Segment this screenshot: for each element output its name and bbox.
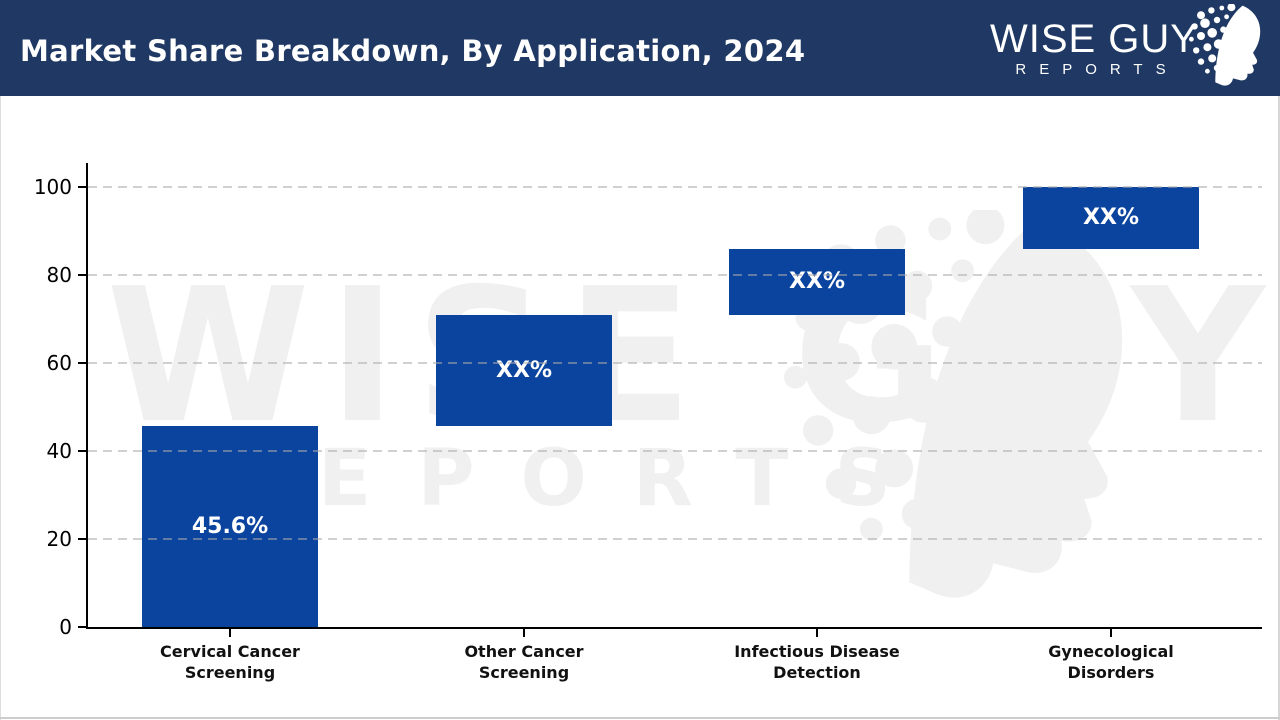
bar-value-label: 45.6% xyxy=(191,514,269,540)
y-axis-tick xyxy=(78,362,87,364)
category-label: Gynecological Disorders xyxy=(971,641,1251,683)
category-label-line: Screening xyxy=(184,663,276,682)
y-tick-label: 60 xyxy=(46,351,72,375)
y-axis-tick xyxy=(78,274,87,276)
header: Market Share Breakdown, By Application, … xyxy=(0,0,1280,96)
bar-segment: XX% xyxy=(436,314,612,427)
gridline xyxy=(88,186,1262,188)
watermark-line1: WISE GUY xyxy=(106,248,1280,464)
x-axis-tick xyxy=(523,629,525,637)
category-label-line: Infectious Disease xyxy=(734,642,900,661)
gridline xyxy=(88,274,1262,276)
y-tick-label: 20 xyxy=(46,527,72,551)
wise-guy-logo: WISE GUY REPORTS xyxy=(990,2,1266,94)
x-axis-tick xyxy=(229,629,231,637)
bar-segment: XX% xyxy=(729,248,905,315)
category-label-line: Screening xyxy=(478,663,570,682)
page-title: Market Share Breakdown, By Application, … xyxy=(20,34,806,68)
y-axis-tick xyxy=(78,538,87,540)
right-frame-border xyxy=(1278,96,1280,720)
y-axis-tick xyxy=(78,450,87,452)
logo-reports-text: REPORTS xyxy=(1015,60,1179,78)
left-frame-border xyxy=(0,96,1,720)
logo-wordmark: WISE GUY REPORTS xyxy=(990,19,1198,78)
y-tick-label: 40 xyxy=(46,439,72,463)
y-axis-tick xyxy=(78,626,87,628)
category-label-line: Cervical Cancer xyxy=(160,642,300,661)
chart-canvas: WISE GUY REPORTS 45.6% XX% XX% XX% 0 20 40 60 80… xyxy=(0,96,1280,720)
logo-name-text: WISE GUY xyxy=(989,16,1198,61)
category-label-line: Gynecological xyxy=(1048,642,1174,661)
y-tick-label: 80 xyxy=(46,263,72,287)
category-label: Other Cancer Screening xyxy=(384,641,664,683)
category-label: Cervical Cancer Screening xyxy=(90,641,370,683)
x-axis xyxy=(86,627,1262,629)
category-label-line: Disorders xyxy=(1067,663,1155,682)
y-axis xyxy=(86,163,88,629)
category-label-line: Detection xyxy=(773,663,861,682)
x-axis-tick xyxy=(816,629,818,637)
gridline xyxy=(88,362,1262,364)
gridline xyxy=(88,538,1262,540)
y-tick-label: 0 xyxy=(59,615,72,639)
bar-segment: XX% xyxy=(1023,187,1199,249)
category-label-line: Other Cancer xyxy=(464,642,584,661)
x-axis-tick xyxy=(1110,629,1112,637)
bar-segment: 45.6% xyxy=(142,426,318,627)
category-label: Infectious Disease Detection xyxy=(677,641,957,683)
y-tick-label: 100 xyxy=(33,175,72,199)
y-axis-tick xyxy=(78,186,87,188)
bottom-frame-border xyxy=(0,717,1280,719)
gridline xyxy=(88,450,1262,452)
bar-value-label: XX% xyxy=(789,269,845,295)
bar-value-label: XX% xyxy=(1083,205,1139,231)
